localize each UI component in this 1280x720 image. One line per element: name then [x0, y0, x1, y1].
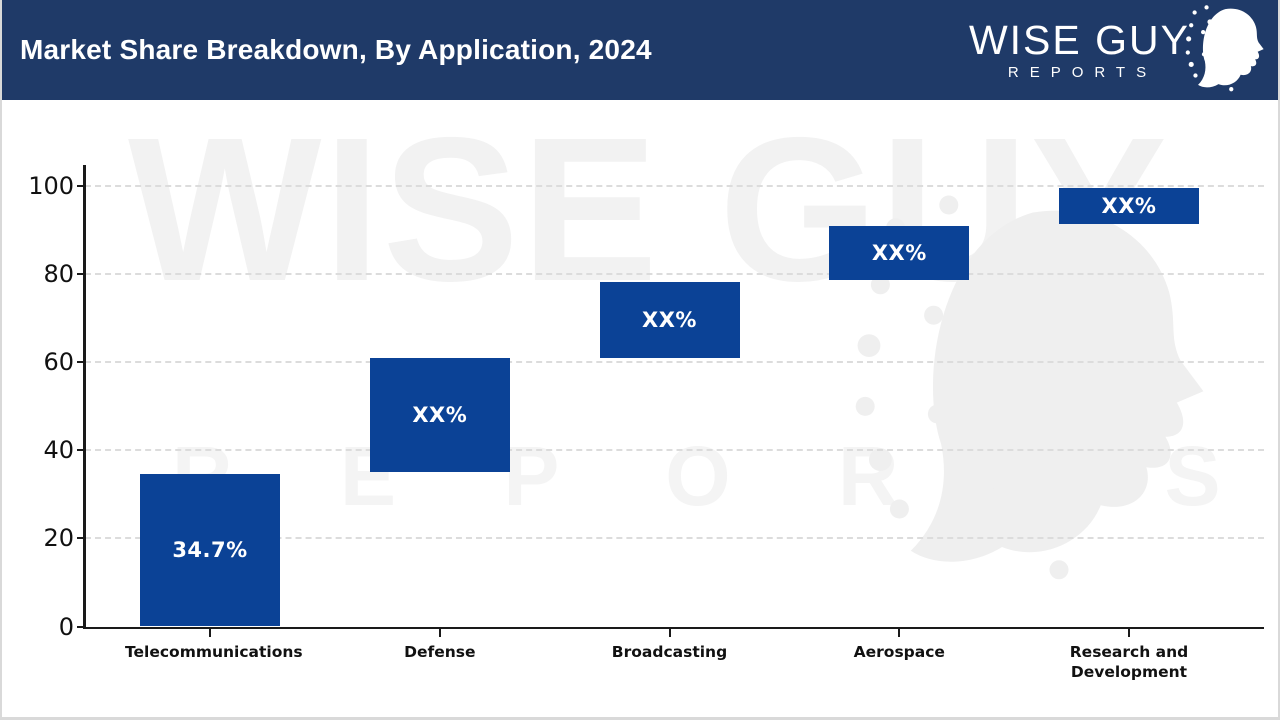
gridline-40	[85, 449, 1264, 452]
y-tick-label-80: 80	[43, 260, 74, 289]
page-title: Market Share Breakdown, By Application, …	[20, 34, 652, 65]
x-category-label: Broadcasting	[611, 642, 728, 661]
x-category-label: Research and Development	[1069, 642, 1189, 682]
bar-value-label: XX%	[412, 403, 468, 428]
wise-guy-reports-logo: WISE GUY REPORTS .logo-face .punch{fill:…	[969, 4, 1280, 96]
bar-defense: XX%	[369, 357, 510, 473]
bar-value-label: XX%	[871, 240, 927, 265]
bar-telecommunications: 34.7%	[140, 473, 280, 627]
bar-research-and-development: XX%	[1059, 187, 1199, 225]
y-tick-label-60: 60	[43, 348, 74, 377]
y-tick-label-100: 100	[28, 172, 74, 200]
gridline-80	[85, 273, 1264, 276]
bar-broadcasting: XX%	[599, 282, 740, 358]
gridline-20	[85, 537, 1264, 540]
bar-aerospace: XX%	[829, 225, 970, 280]
dotted-head-profile-icon: .logo-face .punch{fill:#1f3a68}.logo-fac…	[1185, 5, 1264, 92]
bar-value-label: XX%	[642, 307, 697, 332]
waterfall-chart: WISE GUY R E P O R T S .wm-face .punch{f…	[0, 95, 1280, 720]
y-tick-100	[77, 185, 85, 187]
y-tick-80	[77, 273, 85, 276]
logo-subtitle: REPORTS	[1007, 64, 1158, 81]
y-tick-label-20: 20	[43, 524, 74, 553]
gridline-100	[85, 185, 1264, 187]
logo-wordmark: WISE GUY	[968, 17, 1190, 63]
x-category-label: Aerospace	[853, 642, 945, 661]
y-tick-label-40: 40	[43, 436, 74, 465]
x-tick-3	[898, 629, 901, 637]
bar-value-label: 34.7%	[172, 538, 248, 563]
y-tick-40	[77, 449, 85, 452]
y-tick-20	[77, 537, 85, 540]
x-category-label: Defense	[404, 642, 476, 661]
y-axis-line	[83, 165, 86, 629]
x-tick-2	[668, 629, 671, 637]
y-tick-label-0: 0	[58, 612, 74, 641]
x-axis-line	[83, 626, 1264, 629]
header-bar: Market Share Breakdown, By Application, …	[0, 0, 1280, 100]
x-tick-4	[1128, 629, 1130, 637]
y-tick-60	[77, 361, 85, 364]
gridline-60	[85, 361, 1264, 364]
bar-value-label: XX%	[1101, 194, 1157, 219]
x-tick-1	[438, 629, 441, 637]
y-tick-0	[77, 625, 85, 628]
x-category-label: Telecommunications	[125, 642, 303, 661]
x-tick-0	[209, 629, 211, 637]
